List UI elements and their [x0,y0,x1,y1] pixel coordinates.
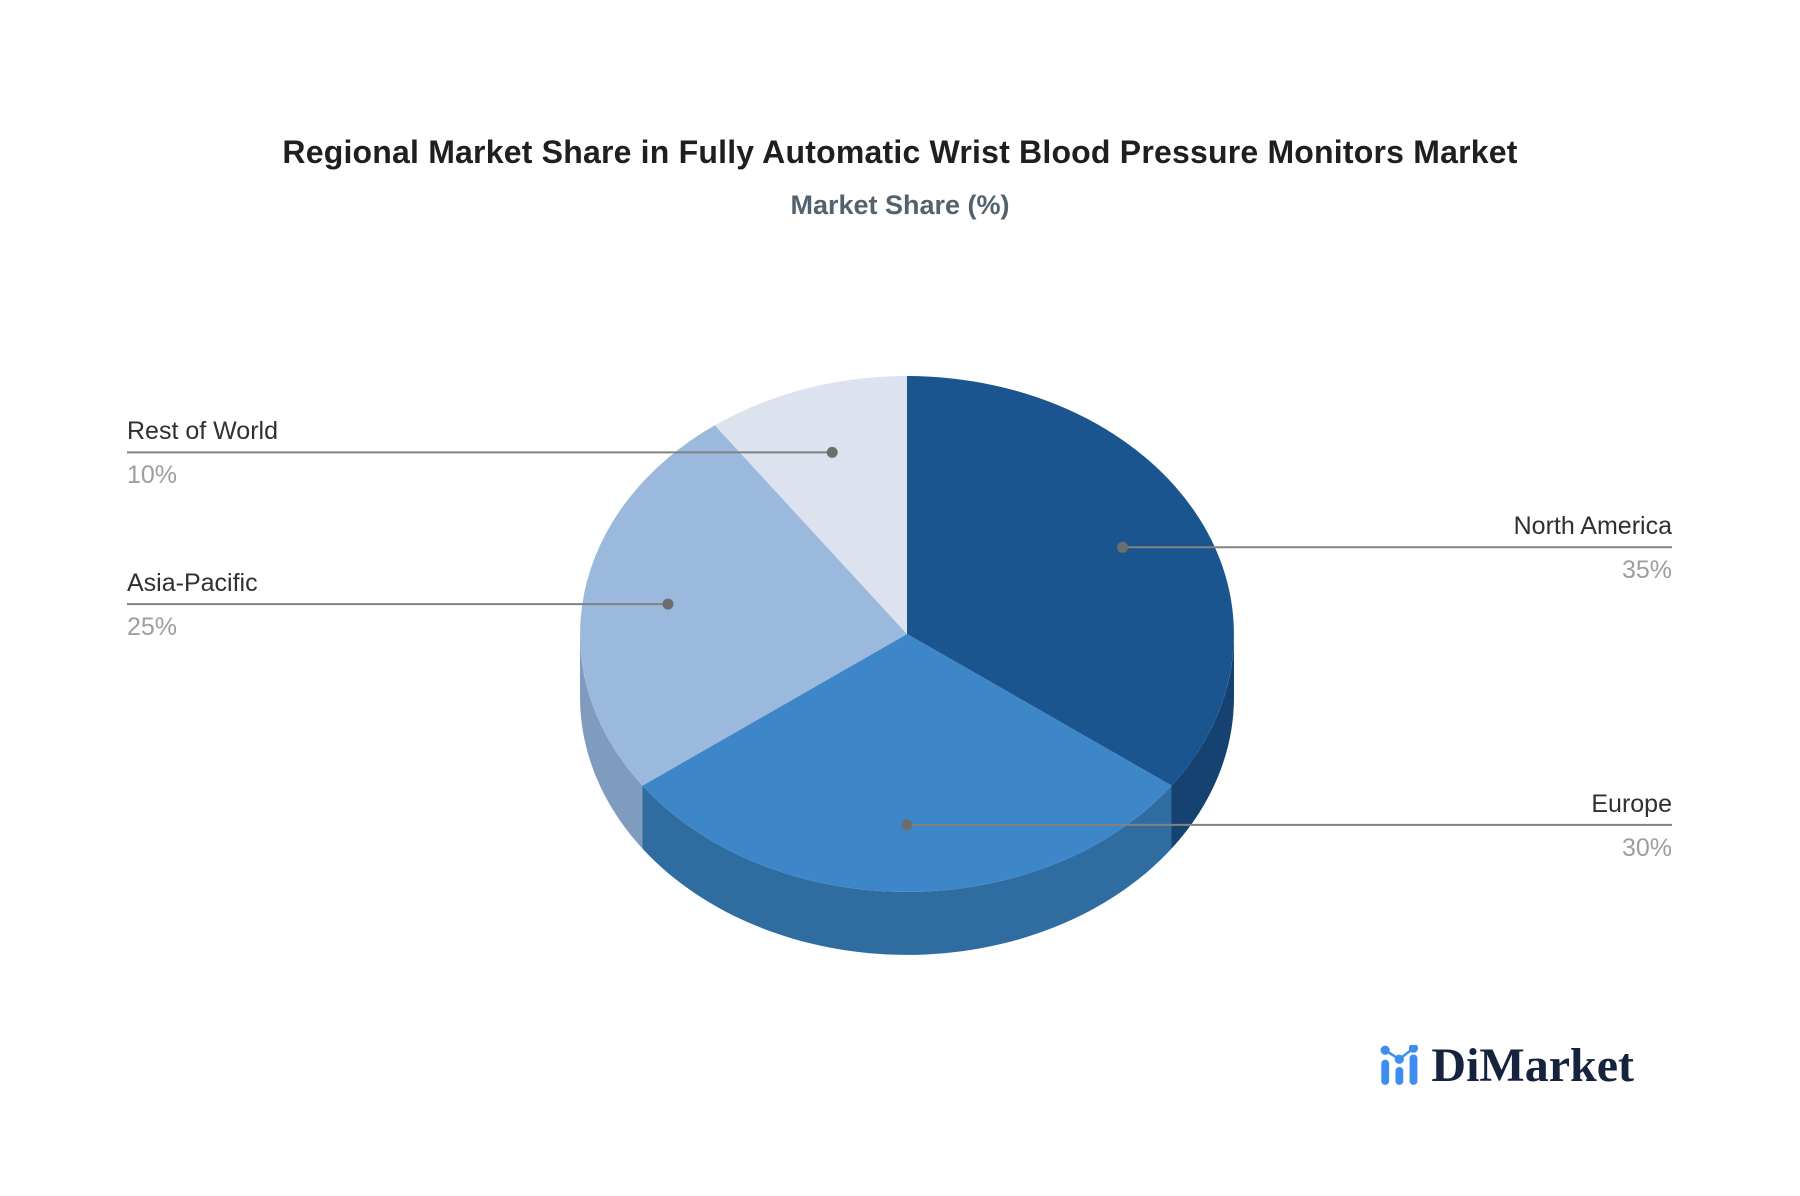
slice-percent-asia-pacific: 25% [127,613,178,642]
brand-logo: DiMarket [1375,1040,1634,1092]
leader-dot-north-america [1117,541,1129,553]
brand-logo-text: DiMarket [1431,1039,1634,1092]
slice-percent-north-america: 35% [1621,556,1672,585]
pie-slice-side-asia-pacific [580,634,643,849]
chart-subtitle: Market Share (%) [790,190,1010,220]
slice-percent-rest-of-world: 10% [127,461,178,490]
slice-label-north-america: North America [1513,512,1672,541]
leader-dot-europe [901,819,913,831]
pie-slice-europe[interactable] [642,634,1172,892]
pie-slice-side-europe [642,785,1172,955]
slice-label-asia-pacific: Asia-Pacific [127,569,258,598]
leader-dot-asia-pacific [662,598,674,610]
pie-slice-rest-of-world[interactable] [714,376,907,634]
slice-percent-europe: 30% [1621,833,1672,862]
slice-label-europe: Europe [1591,789,1672,818]
bar-line-chart-icon [1380,1045,1419,1085]
pie-slice-north-america[interactable] [907,376,1234,786]
pie-slice-asia-pacific[interactable] [580,425,907,786]
pie-slice-side-north-america [1171,634,1234,849]
chart-title: Regional Market Share in Fully Automatic… [282,134,1518,170]
leader-dot-rest-of-world [826,446,838,458]
slice-label-rest-of-world: Rest of World [127,417,278,446]
